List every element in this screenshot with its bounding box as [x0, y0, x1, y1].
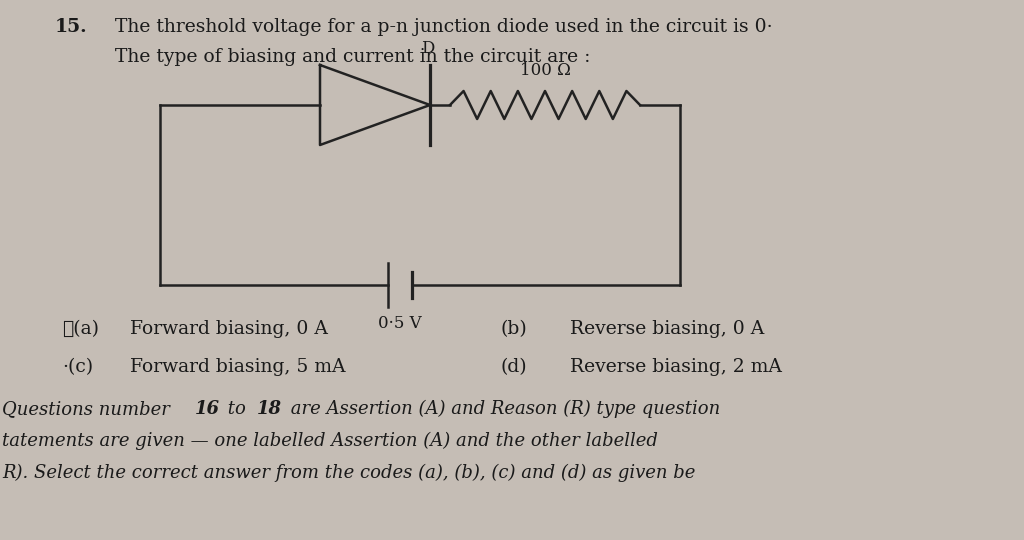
Text: are Assertion (A) and Reason (R) type question: are Assertion (A) and Reason (R) type qu… [285, 400, 720, 418]
Text: Reverse biasing, 0 A: Reverse biasing, 0 A [570, 320, 764, 338]
Text: 100 Ω: 100 Ω [519, 62, 570, 79]
Text: D: D [421, 40, 434, 57]
Text: The type of biasing and current in the circuit are :: The type of biasing and current in the c… [115, 48, 591, 66]
Text: 16: 16 [195, 400, 220, 418]
Text: (d): (d) [500, 358, 526, 376]
Text: R). Select the correct answer from the codes (a), (b), (c) and (d) as given be: R). Select the correct answer from the c… [2, 464, 695, 482]
Text: Forward biasing, 5 mA: Forward biasing, 5 mA [130, 358, 345, 376]
Text: ·(c): ·(c) [62, 358, 93, 376]
Text: tatements are given — one labelled Assertion (A) and the other labelled: tatements are given — one labelled Asser… [2, 432, 664, 450]
Text: 0·5 V: 0·5 V [378, 315, 422, 332]
Text: The threshold voltage for a p-n junction diode used in the circuit is 0·: The threshold voltage for a p-n junction… [115, 18, 773, 36]
Text: 15.: 15. [55, 18, 88, 36]
Text: to: to [222, 400, 252, 418]
Text: Forward biasing, 0 A: Forward biasing, 0 A [130, 320, 328, 338]
Text: Questions number: Questions number [2, 400, 176, 418]
Text: 18: 18 [257, 400, 282, 418]
Text: ✓(a): ✓(a) [62, 320, 99, 338]
Text: (b): (b) [500, 320, 526, 338]
Text: Reverse biasing, 2 mA: Reverse biasing, 2 mA [570, 358, 782, 376]
